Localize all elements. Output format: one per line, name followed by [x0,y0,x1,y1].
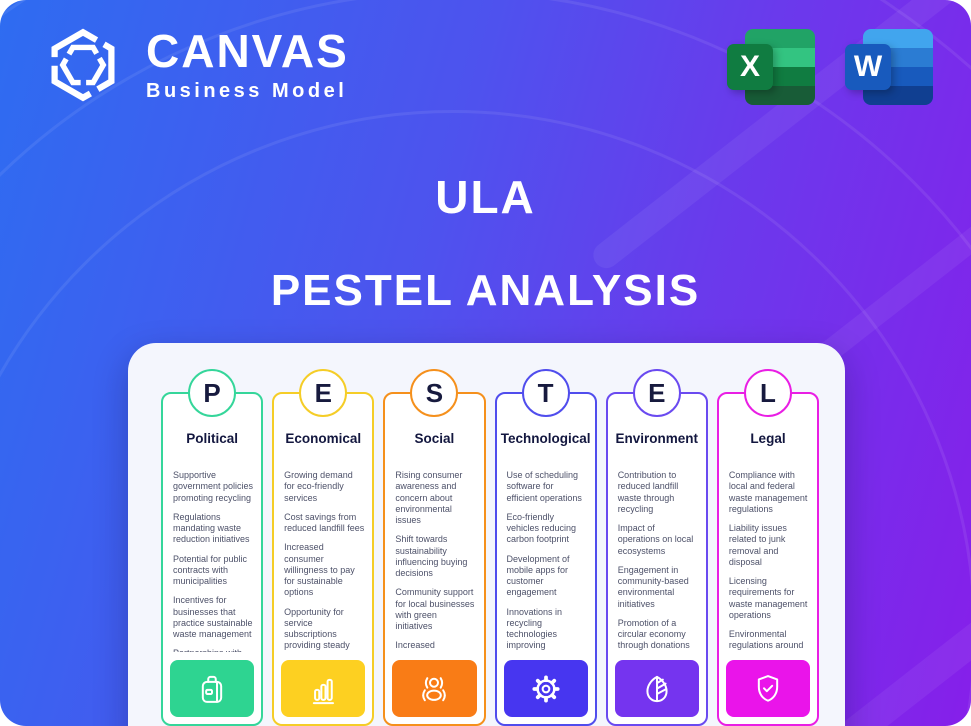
analysis-item: Eco-friendly vehicles reducing carbon fo… [506,511,577,545]
analysis-item: Community support for local businesses w… [395,587,475,631]
column-items: Rising consumer awareness and concern ab… [385,470,483,652]
column-items: Supportive government policies promoting… [163,470,261,652]
column-items: Compliance with local and federal waste … [719,470,817,652]
leaf-icon [614,660,699,717]
word-letter: W [845,44,891,90]
column-letter: S [425,377,444,408]
analysis-item: Impact of operations on local ecosystems [617,523,694,556]
briefcase-icon [170,660,255,717]
column-environment: E Environment Contribution to reduced la… [605,369,708,726]
analysis-item: Promotion of a circular economy through … [617,617,690,651]
column-title: Social [414,431,455,446]
column-legal: L Legal Compliance with local and federa… [716,369,820,726]
company-title: ULA [435,171,536,223]
analysis-item: Licensing requirements for waste managem… [728,576,808,620]
analysis-item: Potential for public contracts with muni… [173,553,248,587]
column-letter: T [537,377,554,408]
analysis-item: Opportunity for service subscriptions pr… [284,606,350,653]
bar-chart-icon [281,660,366,717]
analysis-item: Cost savings from reduced landfill fees [284,511,365,533]
column-economical: E Economical Growing demand for eco-frie… [272,369,375,726]
analysis-item: Regulations mandating waste reduction in… [173,511,250,545]
letter-badge: E [299,369,348,417]
analysis-item: Partnerships with local governments for … [173,648,253,652]
letter-badge: S [410,369,459,417]
analysis-item: Environmental regulations around disposa… [728,629,804,652]
analysis-item: Use of scheduling software for efficient… [506,470,582,503]
column-items: Growing demand for eco-friendly services… [274,470,372,652]
column-items: Use of scheduling software for efficient… [497,470,595,652]
column-letter: L [759,377,776,408]
analysis-item: Incentives for businesses that practice … [173,595,253,639]
column-letter: E [648,377,666,408]
column-title: Technological [500,431,591,446]
brand-text: CANVAS Business Model [146,28,349,103]
brand-block: CANVAS Business Model [44,26,349,104]
pestel-columns: P Political Supportive government polici… [161,369,820,726]
letter-badge: P [188,369,237,417]
letter-badge: T [521,369,570,417]
excel-icon[interactable]: X [727,29,815,107]
page-title: PESTEL ANALYSIS [270,266,701,315]
analysis-item: Contribution to reduced landfill waste t… [617,470,679,514]
analysis-item: Growing demand for eco-friendly services [284,470,353,503]
word-icon[interactable]: W [845,29,933,107]
analysis-item: Shift towards sustainability influencing… [395,534,468,578]
letter-badge: L [743,369,792,417]
analysis-item: Increased consumer willingness to pay fo… [284,542,355,598]
canvas-logo-icon [51,28,115,102]
column-title: Legal [750,431,786,446]
column-letter: E [314,377,332,408]
analysis-item: Innovations in recycling technologies im… [506,606,563,653]
shield-check-icon [725,660,811,717]
excel-letter: X [727,44,773,90]
column-title: Environment [615,431,699,446]
column-social: S Social Rising consumer awareness and c… [383,369,486,726]
column-title: Political [186,431,238,446]
brand-title: CANVAS [146,24,349,77]
analysis-item: Compliance with local and federal waste … [728,470,808,514]
analysis-item: Supportive government policies promoting… [173,470,254,503]
analysis-item: Rising consumer awareness and concern ab… [395,470,463,525]
analysis-item: Engagement in community-based environmen… [617,564,689,609]
column-title: Economical [285,431,362,446]
analysis-item: Liability issues related to junk removal… [728,523,787,567]
column-political: P Political Supportive government polici… [161,369,264,726]
analysis-item: Increased acceptance of second-hand good… [395,640,451,652]
gear-icon [503,660,588,717]
pestel-card: P Political Supportive government polici… [128,343,845,726]
column-letter: P [203,377,221,408]
brand-subtitle: Business Model [146,79,348,102]
column-technological: T Technological Use of scheduling softwa… [494,369,597,726]
community-icon [392,660,477,717]
letter-badge: E [632,369,681,417]
analysis-item: Development of mobile apps for customer … [506,553,570,598]
column-items: Contribution to reduced landfill waste t… [608,470,706,652]
